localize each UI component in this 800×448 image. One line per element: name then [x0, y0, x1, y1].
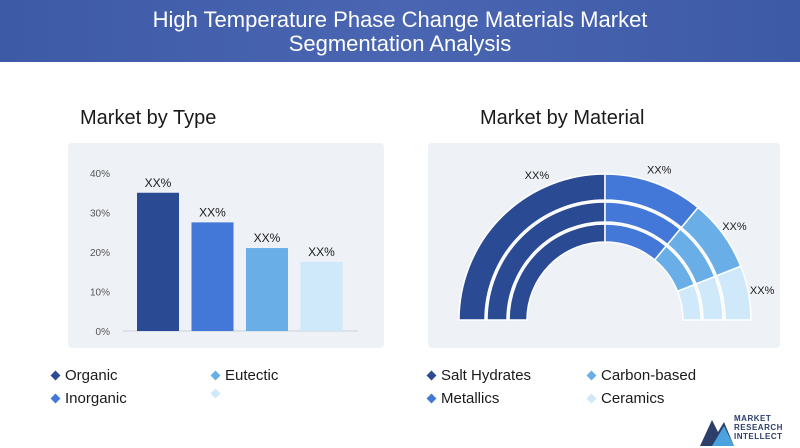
bar-data-label: XX%: [254, 231, 281, 245]
donut-data-label: XX%: [750, 285, 775, 297]
donut-segment: [715, 265, 752, 321]
type-chart-title: Market by Type: [80, 107, 217, 129]
page-title-line2: Segmentation Analysis: [288, 31, 512, 56]
semi-donut-chart: XX% XX% XX% XX%: [458, 164, 775, 321]
y-tick-label: 30%: [90, 209, 110, 220]
y-tick-label: 40%: [90, 169, 110, 180]
bar-chart-panel: 0% 10% 20% 30% 40% XX% XX% XX% XX%: [68, 143, 384, 348]
legend-diamond-icon: [50, 370, 61, 381]
bar-data-label: XX%: [145, 176, 172, 190]
legend-diamond-icon: [210, 388, 221, 399]
legend-diamond-icon: [210, 370, 221, 381]
donut-data-label: XX%: [525, 170, 550, 182]
legend-carbon-based: Carbon-based: [586, 367, 696, 384]
y-tick-label: 0%: [96, 327, 111, 338]
bar-data-label: XX%: [308, 245, 335, 259]
material-chart-title: Market by Material: [480, 107, 645, 129]
legend-salt-hydrates: Salt Hydrates: [426, 367, 531, 384]
donut-data-label: XX%: [722, 221, 747, 233]
y-tick-label: 20%: [90, 248, 110, 259]
bar: [300, 261, 343, 331]
bar: [137, 192, 179, 331]
legend-diamond-icon: [50, 393, 61, 404]
logo-text: MARKET RESEARCH INTELLECT: [734, 414, 783, 441]
legend-organic: Organic: [50, 367, 118, 384]
legend-diamond-icon: [586, 393, 597, 404]
page-title-line1: High Temperature Phase Change Materials …: [152, 7, 648, 32]
legend-diamond-icon: [586, 370, 597, 381]
bar-data-label: XX%: [199, 205, 226, 219]
bar: [246, 248, 288, 331]
y-tick-label: 10%: [90, 288, 110, 299]
legend-eutectic: Eutectic: [210, 367, 278, 384]
header-banner: High Temperature Phase Change Materials …: [0, 0, 800, 62]
legend-unlabeled: [210, 388, 225, 399]
legend-inorganic: Inorganic: [50, 390, 127, 407]
market-research-intellect-logo-icon: [700, 420, 734, 446]
bar-chart: 0% 10% 20% 30% 40% XX% XX% XX% XX%: [90, 169, 358, 338]
legend-metallics: Metallics: [426, 390, 499, 407]
legend-diamond-icon: [426, 370, 437, 381]
donut-segment: [695, 275, 724, 321]
bar: [191, 222, 234, 331]
donut-chart-panel: XX% XX% XX% XX%: [428, 143, 780, 348]
legend-ceramics: Ceramics: [586, 390, 664, 407]
donut-segment: [676, 283, 702, 321]
legend-diamond-icon: [426, 393, 437, 404]
donut-data-label: XX%: [647, 164, 672, 176]
